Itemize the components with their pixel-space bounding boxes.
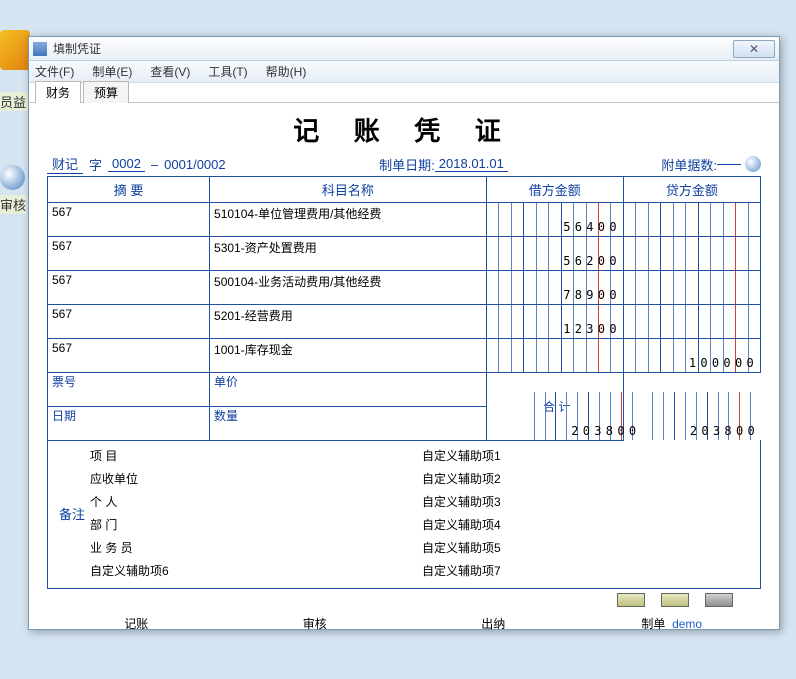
meta-prefix[interactable]: 财记	[47, 154, 83, 174]
status-icon-3[interactable]	[705, 593, 733, 607]
total-credit-cell: 203800	[642, 392, 761, 440]
total-debit-cell: 203800	[524, 392, 643, 440]
sign-cashier: 出纳	[404, 615, 583, 632]
th-account: 科目名称	[210, 177, 487, 203]
sign-book: 记账	[47, 615, 226, 632]
meta-seq1[interactable]: 0002	[108, 156, 145, 172]
bg-magnifier-icon	[0, 165, 25, 190]
aux-notes: 备注 项 目应收单位个 人部 门业 务 员自定义辅助项6 自定义辅助项1自定义辅…	[47, 440, 761, 589]
cell-debit[interactable]: 56200	[486, 237, 623, 271]
voucher-totals-overlay: 203800 203800	[47, 392, 761, 440]
meta-sep: –	[151, 157, 158, 172]
meta-seq2: 0001/0002	[164, 157, 225, 172]
cell-credit[interactable]	[623, 203, 760, 237]
voucher-row[interactable]: 5675201-经营费用12300	[48, 305, 761, 339]
aux-item[interactable]: 个 人	[90, 490, 422, 513]
aux-status-icons	[47, 589, 761, 607]
sign-maker: 制单 demo	[583, 615, 762, 632]
cell-credit[interactable]	[623, 237, 760, 271]
tab-finance[interactable]: 财务	[35, 81, 81, 103]
voucher-meta: 财记 字 0002 – 0001/0002 制单日期: 2018.01.01 附…	[47, 154, 761, 174]
cell-credit[interactable]	[623, 305, 760, 339]
voucher-content: 记 账 凭 证 财记 字 0002 – 0001/0002 制单日期: 2018…	[29, 103, 779, 638]
meta-word: 字	[89, 155, 102, 174]
bg-logo	[0, 30, 30, 70]
cell-debit[interactable]: 78900	[486, 271, 623, 305]
aux-item[interactable]: 业 务 员	[90, 536, 422, 559]
voucher-window: 填制凭证 ✕ 文件(F) 制单(E) 查看(V) 工具(T) 帮助(H) 财务 …	[28, 36, 780, 630]
aux-item[interactable]: 自定义辅助项5	[422, 536, 754, 559]
cell-summary[interactable]: 567	[48, 305, 210, 339]
aux-item[interactable]: 应收单位	[90, 467, 422, 490]
th-summary: 摘 要	[48, 177, 210, 203]
cell-summary[interactable]: 567	[48, 339, 210, 373]
cell-debit[interactable]	[486, 339, 623, 373]
close-button[interactable]: ✕	[733, 40, 775, 58]
th-debit: 借方金额	[486, 177, 623, 203]
cell-account[interactable]: 1001-库存现金	[210, 339, 487, 373]
meta-attach[interactable]	[717, 164, 741, 165]
cell-account[interactable]: 5201-经营费用	[210, 305, 487, 339]
tab-budget[interactable]: 预算	[83, 81, 129, 103]
cell-debit[interactable]: 12300	[486, 305, 623, 339]
sign-audit: 审核	[226, 615, 405, 632]
aux-label: 备注	[54, 444, 90, 582]
cell-credit[interactable]	[623, 271, 760, 305]
cell-account[interactable]: 500104-业务活动费用/其他经费	[210, 271, 487, 305]
menu-make[interactable]: 制单(E)	[92, 63, 132, 80]
cell-credit[interactable]: 100000	[623, 339, 760, 373]
voucher-row[interactable]: 567510104-单位管理费用/其他经费56400	[48, 203, 761, 237]
aux-item[interactable]: 自定义辅助项7	[422, 559, 754, 582]
voucher-title: 记 账 凭 证	[47, 111, 761, 148]
aux-item[interactable]: 自定义辅助项3	[422, 490, 754, 513]
voucher-row[interactable]: 567500104-业务活动费用/其他经费78900	[48, 271, 761, 305]
lookup-icon[interactable]	[745, 156, 761, 172]
cell-account[interactable]: 5301-资产处置费用	[210, 237, 487, 271]
aux-item[interactable]: 自定义辅助项2	[422, 467, 754, 490]
meta-attach-label: 附单据数:	[661, 155, 717, 174]
sub-tabs: 财务 预算	[29, 83, 779, 103]
status-icon-2[interactable]	[661, 593, 689, 607]
cell-summary[interactable]: 567	[48, 271, 210, 305]
aux-col-right: 自定义辅助项1自定义辅助项2自定义辅助项3自定义辅助项4自定义辅助项5自定义辅助…	[422, 444, 754, 582]
menu-help[interactable]: 帮助(H)	[266, 63, 307, 80]
th-credit: 贷方金额	[623, 177, 760, 203]
aux-item[interactable]: 自定义辅助项1	[422, 444, 754, 467]
aux-item[interactable]: 项 目	[90, 444, 422, 467]
aux-item[interactable]: 自定义辅助项4	[422, 513, 754, 536]
aux-col-left: 项 目应收单位个 人部 门业 务 员自定义辅助项6	[90, 444, 422, 582]
aux-item[interactable]: 部 门	[90, 513, 422, 536]
cell-summary[interactable]: 567	[48, 203, 210, 237]
meta-date[interactable]: 2018.01.01	[435, 156, 508, 172]
menu-tool[interactable]: 工具(T)	[208, 63, 247, 80]
cell-account[interactable]: 510104-单位管理费用/其他经费	[210, 203, 487, 237]
status-icon-1[interactable]	[617, 593, 645, 607]
voucher-row[interactable]: 5671001-库存现金 100000	[48, 339, 761, 373]
bg-audit-text: 审核	[0, 195, 26, 214]
menubar: 文件(F) 制单(E) 查看(V) 工具(T) 帮助(H)	[29, 61, 779, 83]
window-icon	[33, 42, 47, 56]
titlebar[interactable]: 填制凭证 ✕	[29, 37, 779, 61]
cell-debit[interactable]: 56400	[486, 203, 623, 237]
menu-file[interactable]: 文件(F)	[35, 63, 74, 80]
signature-row: 记账 审核 出纳 制单 demo	[47, 607, 761, 632]
meta-date-label: 制单日期:	[379, 155, 435, 174]
cell-summary[interactable]: 567	[48, 237, 210, 271]
window-title: 填制凭证	[53, 40, 733, 57]
aux-item[interactable]: 自定义辅助项6	[90, 559, 422, 582]
menu-view[interactable]: 查看(V)	[150, 63, 190, 80]
voucher-row[interactable]: 5675301-资产处置费用56200	[48, 237, 761, 271]
